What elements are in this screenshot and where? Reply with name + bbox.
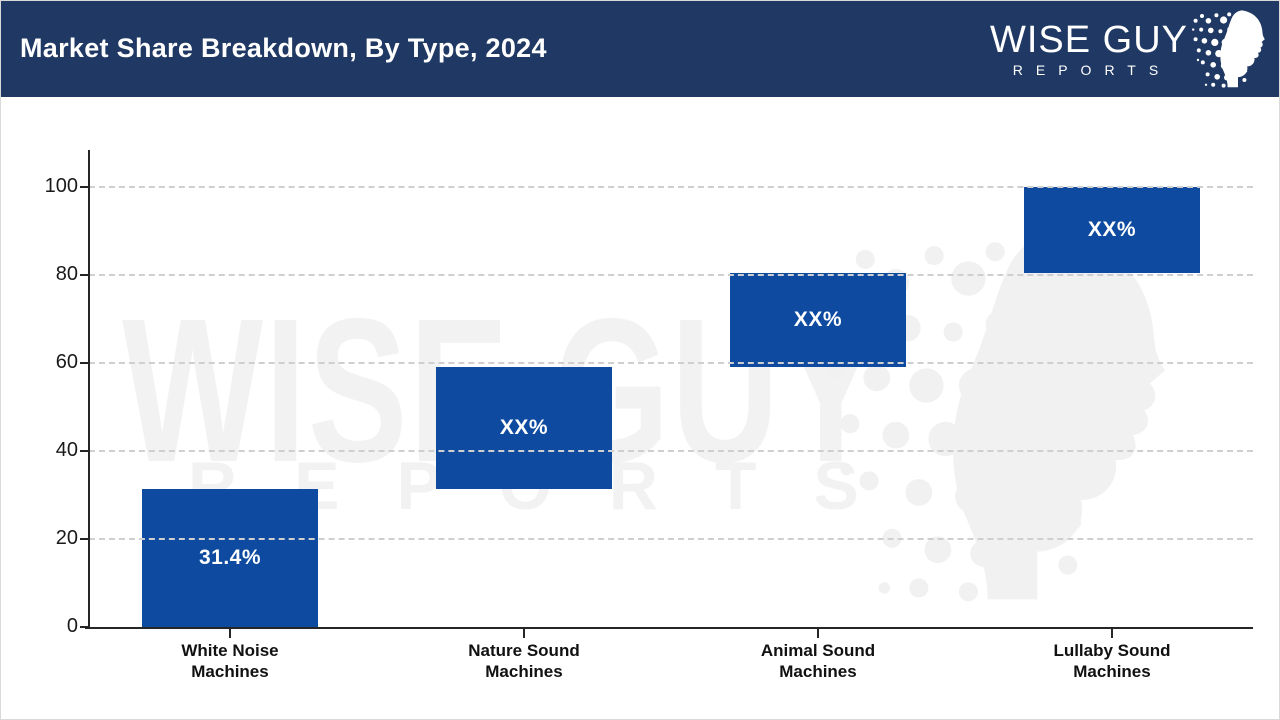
y-tick-40 <box>80 450 89 452</box>
x-category-label-animal-sound-machines: Animal Sound Machines <box>760 641 876 682</box>
bar-value-label: 31.4% <box>198 545 262 569</box>
y-tick-label-20: 20 <box>55 527 78 549</box>
brand-logo: WISE GUY REPORTS <box>990 6 1280 92</box>
x-category-label-lullaby-sound-machines: Lullaby Sound Machines <box>1053 641 1171 682</box>
bar-value-label: XX% <box>1087 217 1137 241</box>
y-tick-label-40: 40 <box>55 439 78 461</box>
x-axis-line <box>85 627 1253 629</box>
gridline-20 <box>89 538 1253 540</box>
x-category-label-white-noise-machines: White Noise Machines <box>181 641 279 682</box>
gridline-60 <box>89 362 1253 364</box>
brand-logo-text: WISE GUY REPORTS <box>990 21 1188 77</box>
brand-subname: REPORTS <box>1012 61 1172 78</box>
y-tick-80 <box>80 274 89 276</box>
x-category-label-nature-sound-machines: Nature Sound Machines <box>468 641 580 682</box>
gridline-100 <box>89 186 1253 188</box>
y-tick-label-80: 80 <box>55 263 78 285</box>
y-tick-100 <box>80 186 89 188</box>
y-axis-line <box>88 150 90 629</box>
x-tick-nature-sound-machines <box>523 629 525 638</box>
y-tick-60 <box>80 362 89 364</box>
bar-white-noise-machines: 31.4% <box>142 488 318 627</box>
y-tick-20 <box>80 538 89 540</box>
header-bar: Market Share Breakdown, By Type, 2024 WI… <box>0 0 1280 97</box>
x-tick-animal-sound-machines <box>817 629 819 638</box>
bar-lullaby-sound-machines: XX% <box>1024 187 1200 273</box>
bar-animal-sound-machines: XX% <box>730 272 906 368</box>
bar-value-label: XX% <box>793 308 843 332</box>
y-tick-0 <box>80 626 89 628</box>
y-tick-label-60: 60 <box>55 351 78 373</box>
x-tick-white-noise-machines <box>229 629 231 638</box>
y-tick-label-100: 100 <box>44 175 78 197</box>
page-title: Market Share Breakdown, By Type, 2024 <box>20 33 547 63</box>
y-tick-label-0: 0 <box>66 615 78 637</box>
gridline-80 <box>89 274 1253 276</box>
brand-name: WISE GUY <box>989 18 1188 61</box>
gridline-40 <box>89 450 1253 452</box>
brand-face-icon <box>1192 9 1265 88</box>
x-tick-lullaby-sound-machines <box>1111 629 1113 638</box>
bar-nature-sound-machines: XX% <box>436 367 612 489</box>
bar-value-label: XX% <box>499 416 549 440</box>
